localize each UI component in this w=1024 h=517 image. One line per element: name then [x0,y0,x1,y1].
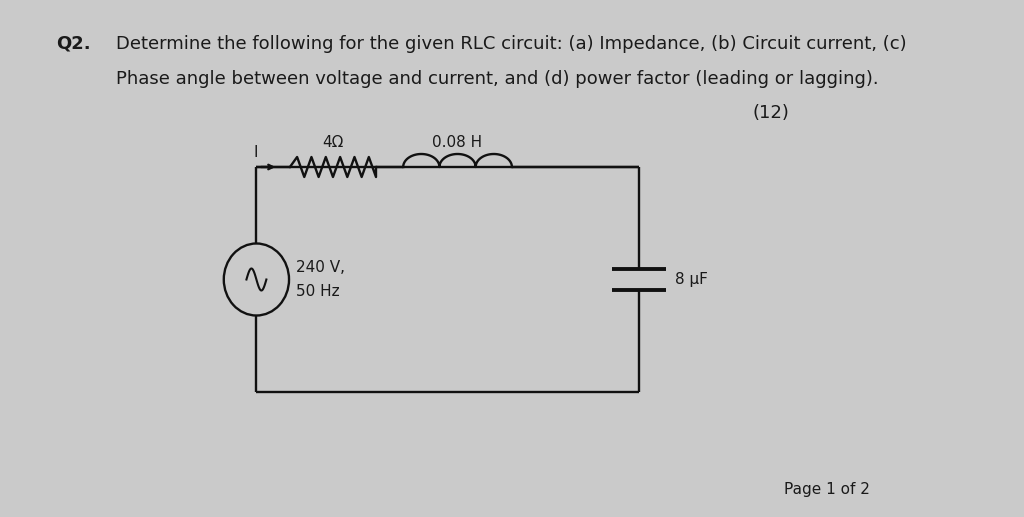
Text: Determine the following for the given RLC circuit: (a) Impedance, (b) Circuit cu: Determine the following for the given RL… [116,35,906,53]
Text: Q2.: Q2. [56,35,91,53]
Text: 50 Hz: 50 Hz [296,283,340,298]
Text: 240 V,: 240 V, [296,261,345,276]
Text: 0.08 H: 0.08 H [432,135,482,150]
Text: (12): (12) [752,104,788,122]
Text: Phase angle between voltage and current, and (d) power factor (leading or laggin: Phase angle between voltage and current,… [116,70,879,88]
Text: 8 μF: 8 μF [675,272,708,287]
Text: I: I [254,145,258,160]
Text: Page 1 of 2: Page 1 of 2 [784,482,869,497]
Text: 4Ω: 4Ω [323,135,344,150]
